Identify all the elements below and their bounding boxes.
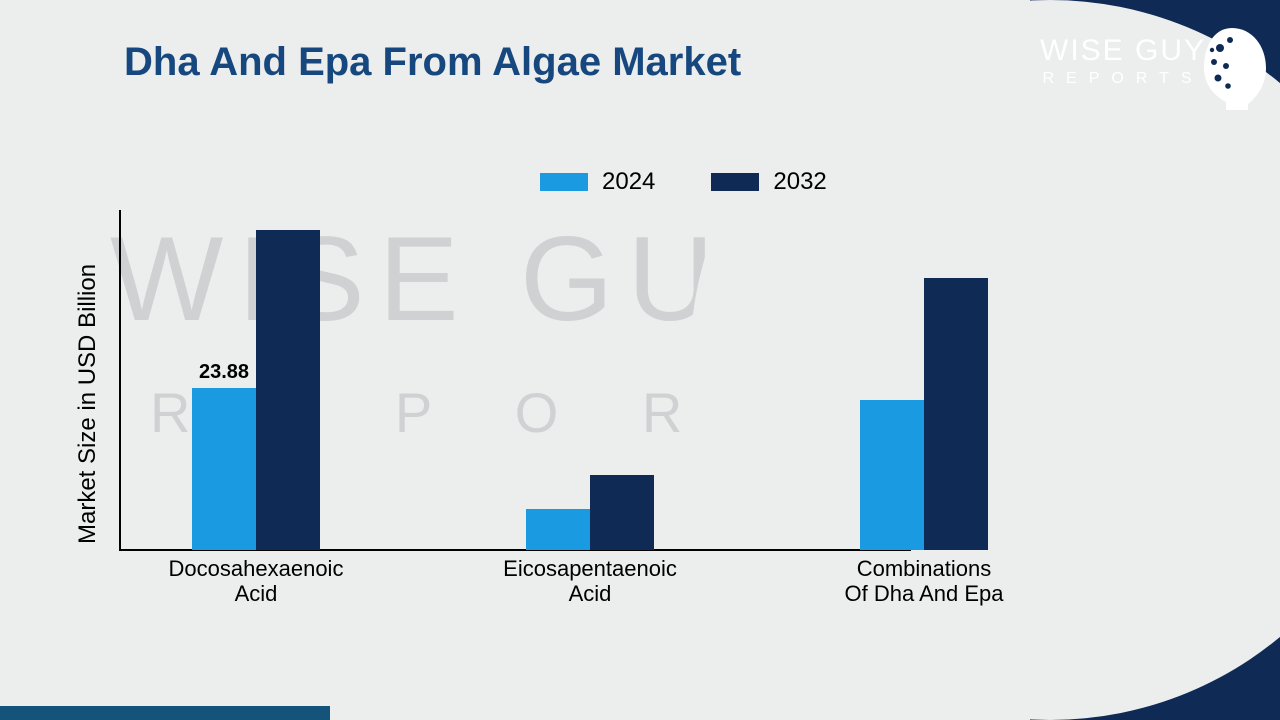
bar-2024 bbox=[192, 388, 256, 550]
legend-item: 2032 bbox=[711, 168, 826, 196]
category-label: Combinations Of Dha And Epa bbox=[844, 556, 1004, 607]
bar-value-label: 23.88 bbox=[186, 361, 262, 384]
chart-plot-area: 23.88Docosahexaenoic AcidEicosapentaenoi… bbox=[120, 210, 910, 550]
canvas: WISE GUY R E P O R T S WISE GUY REPORTS … bbox=[0, 0, 1280, 720]
y-axis-line bbox=[119, 210, 121, 550]
page-title: Dha And Epa From Algae Market bbox=[124, 40, 741, 85]
legend-label: 2032 bbox=[773, 168, 826, 196]
bar-2032 bbox=[924, 278, 988, 550]
brand-head-icon bbox=[1200, 26, 1270, 112]
bar-2032 bbox=[256, 230, 320, 550]
legend-swatch bbox=[711, 173, 759, 191]
category-label: Docosahexaenoic Acid bbox=[146, 556, 366, 607]
category-label: Eicosapentaenoic Acid bbox=[480, 556, 700, 607]
bar-2032 bbox=[590, 475, 654, 550]
brand-line2: REPORTS bbox=[1040, 70, 1206, 88]
bar-2024 bbox=[860, 400, 924, 550]
legend-label: 2024 bbox=[602, 168, 655, 196]
legend-item: 2024 bbox=[540, 168, 655, 196]
bottom-accent-bar bbox=[0, 706, 330, 720]
legend: 2024 2032 bbox=[540, 168, 827, 196]
brand-logo: WISE GUY REPORTS bbox=[1040, 34, 1206, 88]
y-axis-label: Market Size in USD Billion bbox=[74, 264, 102, 544]
brand-line1: WISE GUY bbox=[1040, 34, 1206, 68]
legend-swatch bbox=[540, 173, 588, 191]
bar-2024 bbox=[526, 509, 590, 550]
